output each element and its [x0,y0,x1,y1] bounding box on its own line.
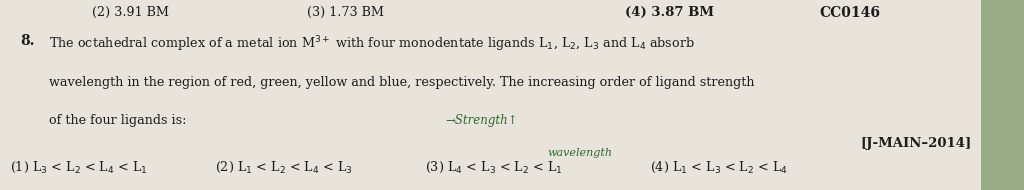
Bar [981,0,1024,190]
Text: wavelength: wavelength [548,148,612,158]
Text: (2) 3.91 BM: (2) 3.91 BM [92,6,169,19]
Text: 8.: 8. [20,34,35,48]
Text: Go to www.AllenOnline.in & watch free video solutions of CC-501 (Bhale hai): Go to www.AllenOnline.in & watch free vi… [996,2,1000,188]
Text: (1) L$_3$ < L$_2$ < L$_4$ < L$_1$: (1) L$_3$ < L$_2$ < L$_4$ < L$_1$ [10,160,148,175]
Text: →Strength↑: →Strength↑ [445,114,518,127]
Text: (2) L$_1$ < L$_2$ < L$_4$ < L$_3$: (2) L$_1$ < L$_2$ < L$_4$ < L$_3$ [215,160,353,175]
Text: of the four ligands is:: of the four ligands is: [49,114,186,127]
Text: (4) 3.87 BM: (4) 3.87 BM [625,6,714,19]
Text: The octahedral complex of a metal ion M$^{3+}$ with four monodentate ligands L$_: The octahedral complex of a metal ion M$… [49,34,695,54]
Text: (3) 1.73 BM: (3) 1.73 BM [307,6,384,19]
Text: CC0146: CC0146 [819,6,881,20]
Text: wavelength in the region of red, green, yellow and blue, respectively. The incre: wavelength in the region of red, green, … [49,76,755,89]
Text: (3) L$_4$ < L$_3$ < L$_2$ < L$_1$: (3) L$_4$ < L$_3$ < L$_2$ < L$_1$ [425,160,563,175]
Text: [J-MAIN–2014]: [J-MAIN–2014] [860,137,972,150]
Text: (4) L$_1$ < L$_3$ < L$_2$ < L$_4$: (4) L$_1$ < L$_3$ < L$_2$ < L$_4$ [650,160,788,175]
